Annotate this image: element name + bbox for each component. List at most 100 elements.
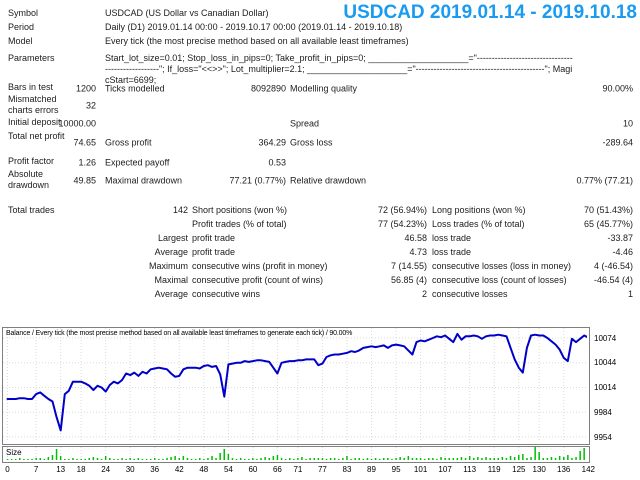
size-bar	[374, 458, 377, 460]
size-bar	[68, 459, 70, 460]
size-bar	[88, 458, 90, 460]
size-bar	[370, 459, 373, 460]
table-row: Bars in test 1200 Ticks modelled 8092890 Mod…	[0, 82, 640, 96]
size-bar	[325, 459, 328, 460]
size-bar	[362, 459, 365, 460]
row-label: loss trade	[432, 233, 472, 243]
row-label: Symbol	[8, 8, 39, 18]
size-bar	[31, 459, 33, 460]
row-label: Gross profit	[105, 137, 152, 148]
table-row: Largest profit trade 46.58 loss trade -33.87	[0, 233, 640, 247]
size-bar	[256, 459, 258, 460]
size-bar	[178, 458, 180, 460]
row-value: 364.29	[258, 137, 286, 148]
size-bar	[244, 459, 246, 460]
x-tick-label: 136	[557, 465, 571, 474]
size-bar	[546, 458, 549, 460]
size-bar	[395, 458, 397, 460]
size-bar	[6, 459, 9, 460]
size-bar	[530, 457, 532, 460]
row-label: Model	[8, 36, 33, 46]
size-bar	[313, 458, 315, 460]
row-label: Ticks modelled	[105, 83, 165, 94]
row-value: 4 (-46.54)	[593, 261, 633, 271]
size-bar	[419, 458, 422, 460]
size-bar	[354, 458, 356, 460]
size-bar	[505, 458, 508, 460]
row-value: USDCAD (US Dollar vs Canadian Dollar)	[105, 8, 269, 18]
size-bar	[428, 458, 430, 460]
size-bar	[211, 456, 213, 460]
size-bar	[264, 457, 266, 460]
size-bar	[473, 458, 475, 460]
row-value: 7 (14.55)	[390, 261, 427, 271]
chart-header: Balance / Every tick (the most precise m…	[6, 330, 353, 337]
size-bar	[558, 456, 561, 460]
table-row: Parameters Start_lot_size=0.01; Stop_loss…	[0, 53, 640, 85]
row-value: 32	[85, 100, 96, 111]
row-value: -46.54 (4)	[593, 275, 633, 285]
size-bar	[477, 457, 479, 460]
table-row: Maximum consecutive wins (profit in money…	[0, 261, 640, 275]
row-value: 1.26	[78, 157, 96, 168]
size-bar	[194, 459, 197, 460]
size-bar	[223, 449, 225, 460]
x-tick-label: 77	[317, 465, 327, 474]
row-label: Total net profit	[8, 131, 65, 141]
table-row: Absolute drawdown 49.85 Maximal drawdown 77…	[0, 169, 640, 193]
table-row: Average consecutive wins 2 consecutive loss…	[0, 289, 640, 303]
x-tick-label: 0	[5, 465, 10, 474]
row-value: 77.21 (0.77%)	[229, 175, 286, 186]
x-tick-label: 24	[101, 465, 111, 474]
size-bar	[567, 455, 569, 460]
x-tick-label: 60	[248, 465, 258, 474]
size-bar	[125, 459, 127, 460]
row-label: loss trade	[432, 247, 472, 257]
size-bar	[64, 459, 66, 460]
row-value: 8092890	[250, 83, 286, 94]
size-bar	[526, 458, 528, 460]
size-bar	[154, 458, 156, 460]
row-label: Absolute drawdown	[8, 169, 50, 190]
row-label: Short positions (won %)	[192, 205, 288, 215]
row-value: Start_lot_size=0.01; Stop_loss_in_pips=0…	[105, 53, 573, 85]
row-value: 72 (56.94%)	[377, 205, 427, 215]
size-bar	[464, 458, 467, 460]
size-bar	[207, 458, 209, 460]
balance-chart-panel: Balance / Every tick (the most precise m…	[2, 327, 590, 445]
table-row: Total net profit 74.65 Gross profit 364.29 G…	[0, 131, 640, 155]
x-tick-label: 142	[581, 465, 595, 474]
size-bar	[329, 458, 332, 460]
size-bar	[538, 452, 540, 460]
size-bar	[268, 458, 270, 460]
size-bar	[158, 459, 160, 460]
size-bar	[43, 459, 46, 460]
row-label: consecutive losses (loss in money)	[432, 261, 572, 271]
size-bar	[109, 458, 111, 460]
row-label: Loss trades (% of total)	[432, 219, 525, 229]
row-value: 46.58	[404, 233, 427, 243]
table-row: Period Daily (D1) 2019.01.14 00:00 - 2019…	[0, 22, 640, 36]
size-bar	[100, 459, 103, 460]
size-bar	[272, 456, 275, 460]
row-value: Average	[154, 247, 188, 257]
size-bar	[72, 458, 74, 460]
size-bar	[579, 451, 581, 460]
row-value: 56.85 (4)	[390, 275, 427, 285]
row-label: consecutive wins	[192, 289, 261, 299]
row-value: Maximal	[154, 275, 188, 285]
size-bar	[501, 457, 504, 460]
row-value: 49.85	[73, 175, 96, 186]
size-bar	[162, 459, 164, 460]
x-tick-label: 119	[487, 465, 501, 474]
size-bar	[575, 457, 577, 460]
size-bar	[489, 458, 491, 460]
row-value: 10000.00	[58, 118, 96, 129]
size-bar	[55, 449, 58, 460]
row-value: 90.00%	[602, 83, 633, 94]
size-bar	[174, 456, 176, 460]
size-axis-label: Size	[6, 448, 22, 457]
size-bar	[10, 459, 13, 460]
size-bar	[227, 454, 230, 460]
